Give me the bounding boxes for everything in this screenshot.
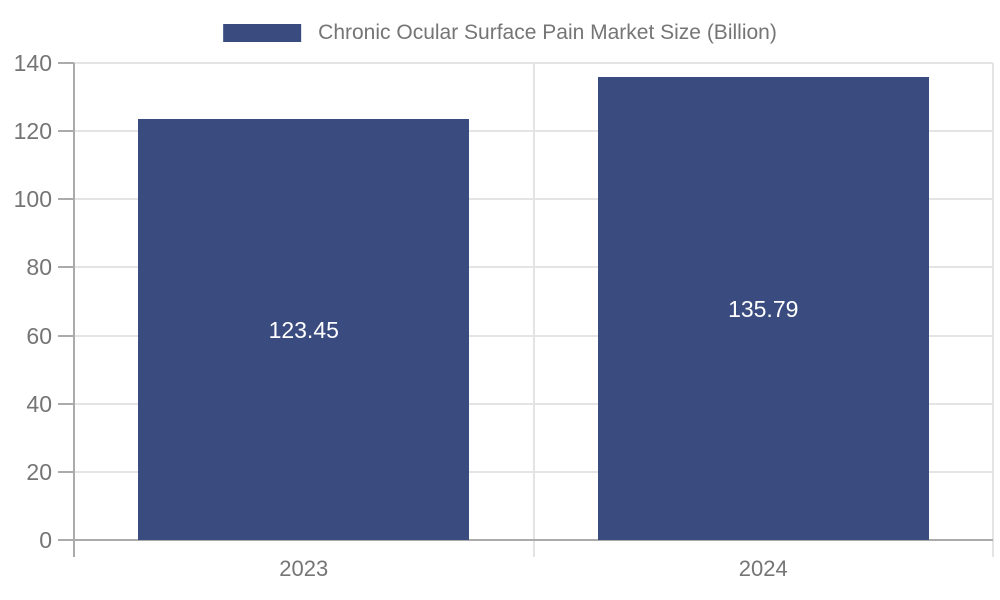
x-axis-line [74, 539, 993, 541]
bar-value-label-2024: 135.79 [728, 295, 799, 322]
y-axis-tick [58, 266, 74, 269]
bar-2023[interactable] [138, 119, 470, 540]
y-axis-label: 100 [13, 186, 52, 213]
x-axis-label-2024: 2024 [738, 556, 788, 581]
y-axis-tick [58, 198, 74, 201]
y-axis-label: 0 [39, 527, 52, 553]
y-axis-label: 120 [13, 118, 52, 145]
legend[interactable]: Chronic Ocular Surface Pain Market Size … [223, 20, 777, 46]
legend-label: Chronic Ocular Surface Pain Market Size … [318, 21, 777, 44]
y-axis-tick [58, 130, 74, 133]
y-axis-label: 80 [26, 254, 52, 281]
legend-swatch [223, 24, 302, 42]
category-split-line [532, 63, 535, 557]
y-axis-tick [58, 470, 74, 473]
bar-2024[interactable] [597, 77, 929, 540]
y-axis-label: 140 [13, 50, 52, 76]
y-axis-label: 20 [26, 458, 52, 485]
y-axis-tick [58, 62, 74, 64]
y-axis-line [73, 63, 75, 557]
bar-value-label-2023: 123.45 [268, 316, 339, 343]
category-split-line [992, 63, 994, 557]
y-axis-label: 40 [26, 390, 52, 417]
y-axis-tick [58, 334, 74, 337]
y-axis-tick [58, 402, 74, 405]
x-axis-label-2023: 2023 [279, 556, 329, 581]
y-axis-label: 60 [26, 322, 52, 349]
y-axis-tick [58, 539, 74, 541]
